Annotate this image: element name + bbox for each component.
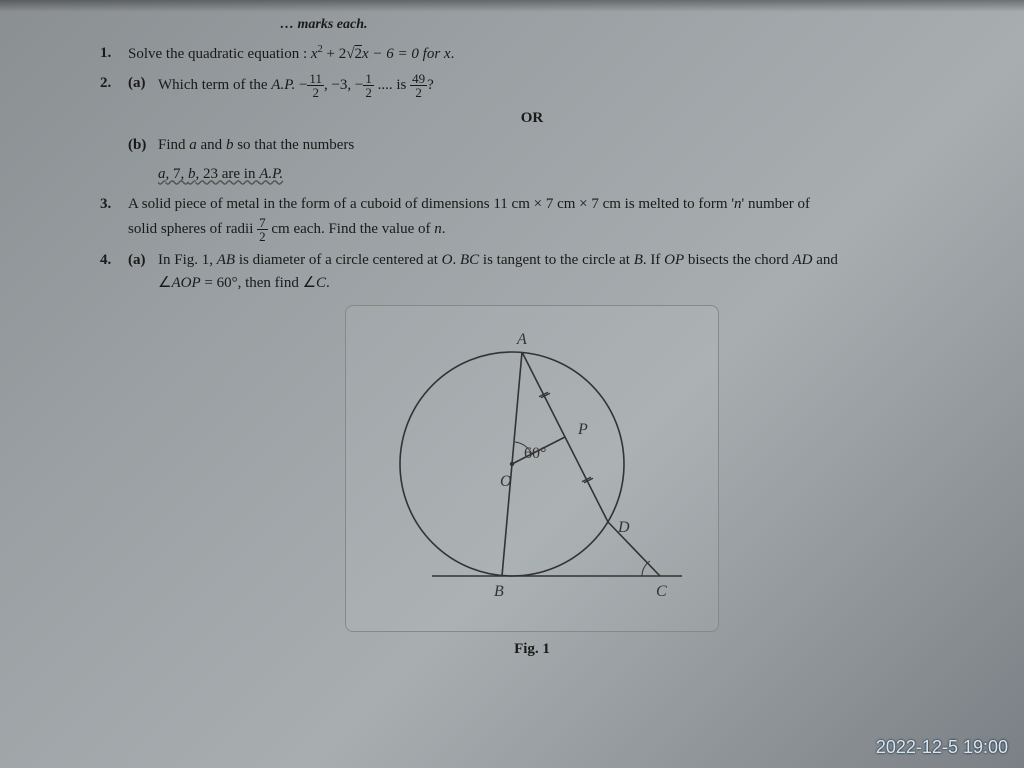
svg-text:P: P [577, 421, 588, 438]
q1-text: Solve the quadratic equation : x2 + 2√2x… [128, 42, 964, 66]
svg-text:D: D [617, 519, 630, 536]
q2b-text: Find a and b so that the numbers [158, 134, 964, 157]
q1-number: 1. [100, 42, 128, 66]
svg-text:B: B [494, 583, 504, 600]
question-4a: 4. (a) In Fig. 1, AB is diameter of a ci… [100, 249, 964, 296]
question-1: 1. Solve the quadratic equation : x2 + 2… [100, 42, 964, 66]
svg-text:C: C [656, 583, 667, 600]
q2b-sub: (b) [128, 134, 158, 157]
question-2b: (b) Find a and b so that the numbers [100, 134, 964, 157]
figure-1-caption: Fig. 1 [100, 638, 964, 661]
svg-text:60°: 60° [524, 445, 546, 462]
figure-1-wrap: A B C D O P 60° Fig. 1 [100, 305, 964, 661]
question-2a: 2. (a) Which term of the A.P. −112, −3, … [100, 72, 964, 99]
or-divider: OR [100, 107, 964, 130]
marks-header: … marks each. [280, 14, 964, 36]
q4-number: 4. [100, 249, 128, 296]
q2a-sub: (a) [128, 72, 158, 99]
q2b-line2: a, 7, b, 23 are in A.P. [158, 163, 964, 186]
q4a-text: In Fig. 1, AB is diameter of a circle ce… [158, 249, 964, 296]
q3-text: A solid piece of metal in the form of a … [128, 193, 964, 243]
figure-1-svg: A B C D O P 60° [372, 324, 692, 604]
figure-1-box: A B C D O P 60° [345, 305, 719, 631]
page-content: … marks each. 1. Solve the quadratic equ… [100, 14, 964, 661]
question-3: 3. A solid piece of metal in the form of… [100, 193, 964, 243]
svg-text:O: O [500, 473, 512, 490]
timestamp-overlay: 2022-12-5 19:00 [876, 737, 1008, 758]
q4a-sub: (a) [128, 249, 158, 296]
q2-number: 2. [100, 72, 128, 99]
svg-text:A: A [516, 331, 527, 348]
q3-number: 3. [100, 193, 128, 243]
q2a-text: Which term of the A.P. −112, −3, −12 ...… [158, 72, 964, 99]
